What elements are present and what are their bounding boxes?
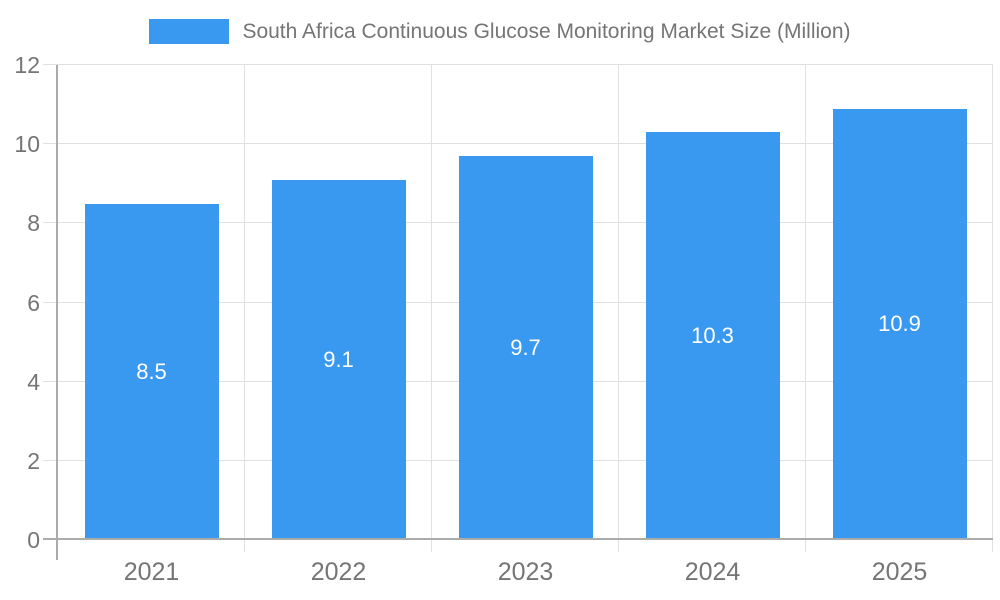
y-axis-tick-label: 4	[27, 368, 40, 395]
y-axis-tick-label: 6	[27, 289, 40, 316]
x-axis-tick-label: 2022	[310, 558, 367, 586]
y-axis-line	[56, 65, 58, 560]
y-axis-tick-label: 10	[14, 131, 40, 158]
y-axis: 0 2 4 6 8 10 12	[0, 52, 40, 553]
x-axis-tick-label: 2024	[684, 558, 741, 586]
x-axis-line	[43, 538, 993, 540]
y-axis-tick-label: 8	[27, 210, 40, 237]
bar: 8.5	[84, 203, 219, 540]
x-axis-tick-label: 2021	[123, 558, 180, 586]
y-axis-tick-label: 12	[14, 52, 40, 78]
x-axis-tick-label: 2025	[871, 558, 928, 586]
y-axis-tick-label: 0	[27, 527, 40, 553]
gridline-horizontal	[43, 64, 993, 65]
bar: 10.9	[832, 108, 967, 540]
x-axis: 2021 2022 2023 2024 2025	[58, 558, 993, 588]
bar-value-label: 9.7	[510, 335, 541, 360]
legend-label: South Africa Continuous Glucose Monitori…	[242, 19, 851, 43]
bar: 9.1	[271, 179, 406, 540]
bar: 9.7	[458, 156, 593, 540]
x-axis-tick-label: 2023	[497, 558, 554, 586]
bar-value-label: 10.9	[878, 311, 921, 337]
plot-area: 8.5 9.1 9.7 10.3 10.9	[43, 64, 993, 552]
gridline-vertical	[992, 65, 993, 552]
chart-legend: South Africa Continuous Glucose Monitori…	[0, 19, 1000, 44]
bar-value-label: 9.1	[323, 346, 354, 372]
gridline-vertical	[805, 65, 806, 552]
gridline-vertical	[244, 65, 245, 552]
bar: 10.3	[645, 132, 780, 540]
legend-swatch	[149, 19, 230, 44]
gridline-vertical	[618, 65, 619, 552]
gridline-vertical	[431, 65, 432, 552]
gridline-horizontal	[43, 143, 993, 145]
bar-value-label: 10.3	[691, 323, 734, 349]
bar-value-label: 8.5	[136, 358, 167, 384]
y-axis-tick-label: 2	[27, 447, 40, 474]
